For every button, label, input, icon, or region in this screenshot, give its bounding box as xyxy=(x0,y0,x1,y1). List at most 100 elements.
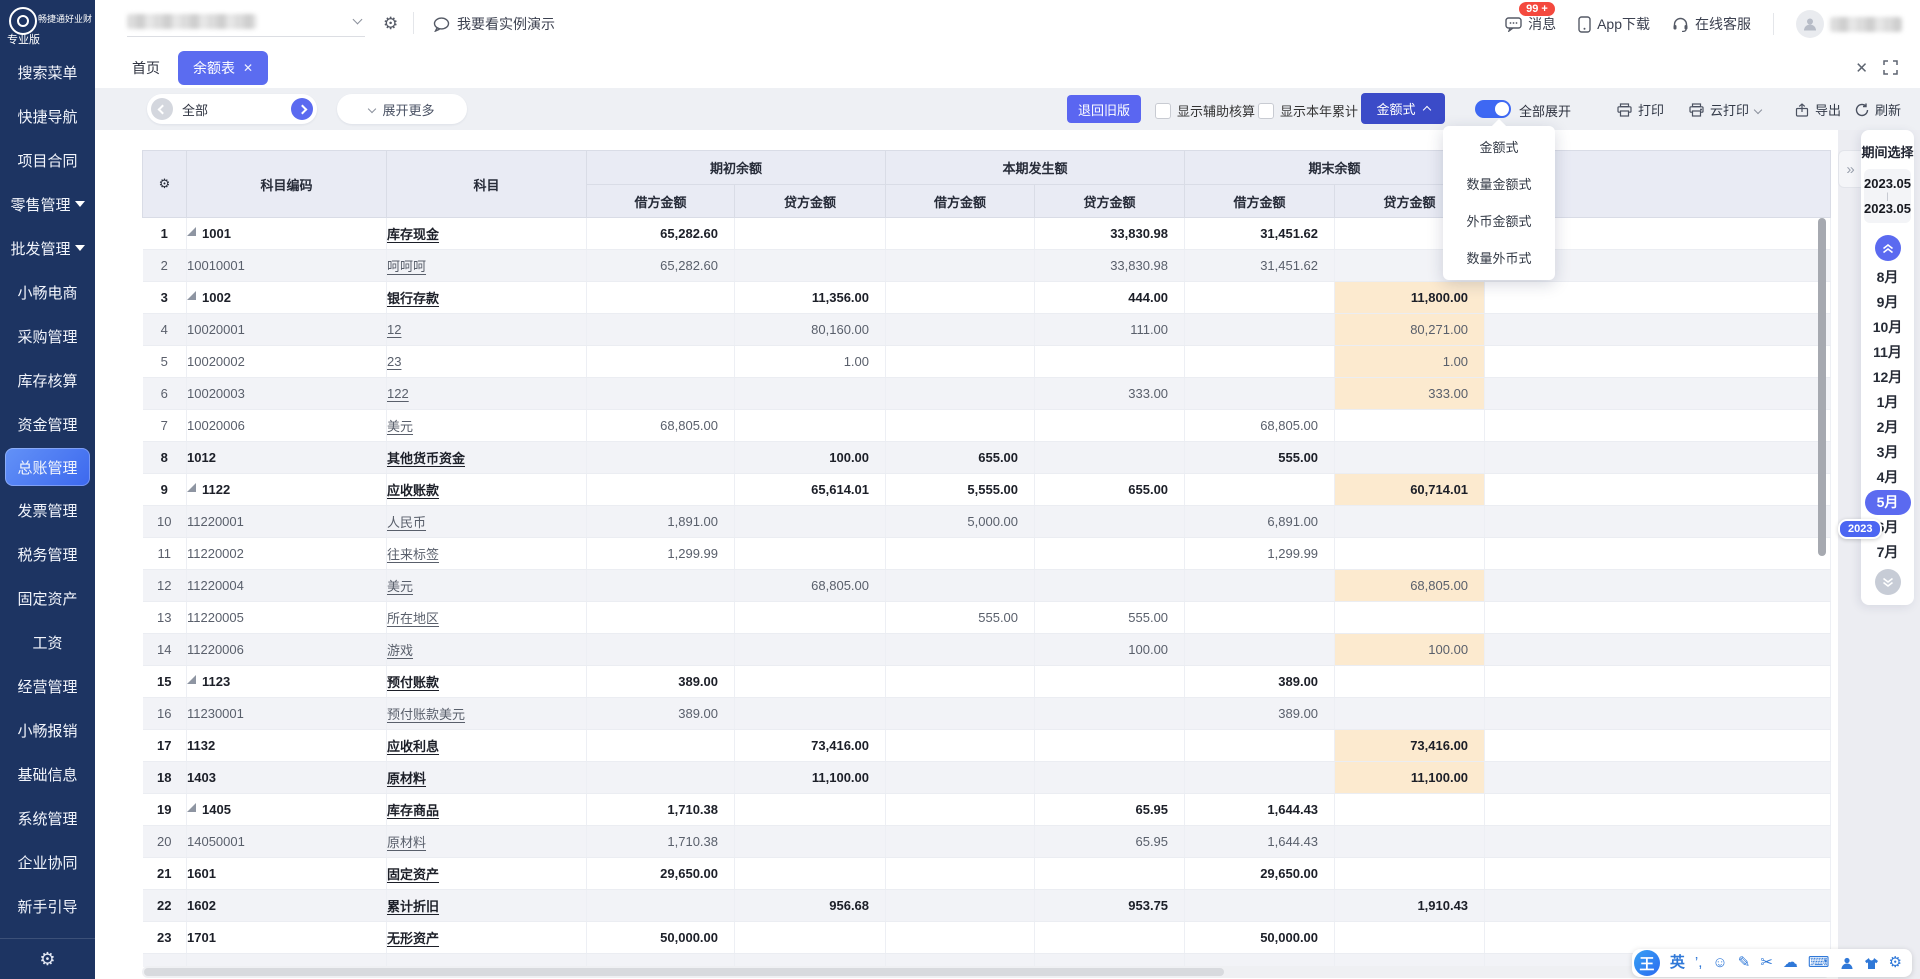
amount-cell[interactable]: 11,800.00 xyxy=(1334,281,1486,314)
fullscreen-icon[interactable] xyxy=(1883,60,1898,75)
column-header-credit-0[interactable]: 贷方金额 xyxy=(733,184,887,218)
account-name-link[interactable]: 无形资产 xyxy=(387,931,440,946)
amount-cell[interactable] xyxy=(586,569,735,602)
amount-cell[interactable]: 1,710.38 xyxy=(586,793,735,826)
amount-cell[interactable] xyxy=(734,665,887,698)
amount-cell[interactable] xyxy=(1184,569,1336,602)
amount-cell[interactable] xyxy=(885,665,1036,698)
amount-cell[interactable]: 333.00 xyxy=(1334,377,1486,410)
column-header-code[interactable]: 科目编码 xyxy=(186,150,387,218)
account-name-link[interactable]: 原材料 xyxy=(387,835,427,850)
account-code-cell[interactable]: 11220004 xyxy=(186,569,387,602)
horizontal-scrollbar[interactable] xyxy=(142,966,1830,978)
amount-cell[interactable] xyxy=(734,537,887,570)
month-item[interactable]: 2月 xyxy=(1876,419,1899,435)
sidebar-item-4[interactable]: 批发管理 xyxy=(0,226,95,270)
online-service-button[interactable]: 在线客服 xyxy=(1672,14,1751,34)
amount-cell[interactable]: 68,805.00 xyxy=(586,409,735,442)
amount-cell[interactable] xyxy=(885,761,1036,794)
account-name-link[interactable]: 应收利息 xyxy=(387,739,440,754)
sidebar-item-16[interactable]: 基础信息 xyxy=(0,752,95,796)
amount-cell[interactable]: 65,282.60 xyxy=(586,249,735,282)
messages-button[interactable]: 99 + 消息 xyxy=(1505,2,1556,34)
tab-balance-sheet[interactable]: 余额表 ✕ xyxy=(178,51,268,85)
month-item[interactable]: 5月 xyxy=(1864,490,1911,515)
amount-cell[interactable] xyxy=(1034,569,1186,602)
amount-cell[interactable] xyxy=(1184,761,1336,794)
expand-all-toggle[interactable] xyxy=(1475,100,1511,118)
show-aux-checkbox[interactable]: 显示辅助核算 xyxy=(1155,101,1255,120)
account-code-cell[interactable]: 10020003 xyxy=(186,377,387,410)
amount-cell[interactable] xyxy=(734,825,887,858)
show-ytd-checkbox[interactable]: 显示本年累计 xyxy=(1258,101,1358,120)
amount-cell[interactable] xyxy=(885,537,1036,570)
sidebar-item-7[interactable]: 库存核算 xyxy=(0,358,95,402)
amount-cell[interactable] xyxy=(586,633,735,666)
amount-cell[interactable]: 73,416.00 xyxy=(1334,729,1486,762)
account-code-cell[interactable]: 1122 xyxy=(186,473,387,506)
demo-link[interactable]: 我要看实例演示 xyxy=(433,14,555,34)
amount-cell[interactable] xyxy=(1184,601,1336,634)
column-header-debit-1[interactable]: 借方金额 xyxy=(885,184,1036,218)
amount-cell[interactable] xyxy=(586,313,735,346)
month-item[interactable]: 8月 xyxy=(1876,269,1899,285)
user-account[interactable] xyxy=(1796,10,1902,38)
amount-cell[interactable]: 1,299.99 xyxy=(586,537,735,570)
account-name-link[interactable]: 银行存款 xyxy=(387,291,440,306)
account-code-cell[interactable]: 1601 xyxy=(186,857,387,890)
amount-cell[interactable]: 655.00 xyxy=(885,441,1036,474)
amount-cell[interactable] xyxy=(1334,857,1486,890)
amount-cell[interactable]: 100.00 xyxy=(1334,633,1486,666)
account-name-link[interactable]: 23 xyxy=(387,354,402,369)
account-name-link[interactable]: 固定资产 xyxy=(387,867,440,882)
amount-cell[interactable]: 1,299.99 xyxy=(1184,537,1336,570)
amount-cell[interactable]: 444.00 xyxy=(1034,281,1186,314)
amount-cell[interactable] xyxy=(734,601,887,634)
amount-cell[interactable] xyxy=(586,889,735,922)
amount-cell[interactable]: 5,000.00 xyxy=(885,505,1036,538)
sidebar-item-14[interactable]: 经营管理 xyxy=(0,664,95,708)
amount-cell[interactable]: 73,416.00 xyxy=(734,729,887,762)
amount-cell[interactable] xyxy=(734,505,887,538)
amount-cell[interactable]: 389.00 xyxy=(586,697,735,730)
scroll-down-button[interactable] xyxy=(1874,569,1901,595)
account-code-cell[interactable]: 10020006 xyxy=(186,409,387,442)
amount-cell[interactable] xyxy=(586,473,735,506)
account-code-cell[interactable]: 10020001 xyxy=(186,313,387,346)
sidebar-item-8[interactable]: 资金管理 xyxy=(0,402,95,446)
smiley-icon[interactable]: ☺ xyxy=(1712,954,1728,971)
amount-cell[interactable]: 953.75 xyxy=(1034,889,1186,922)
amount-cell[interactable]: 956.68 xyxy=(734,889,887,922)
sidebar-item-12[interactable]: 固定资产 xyxy=(0,576,95,620)
account-code-cell[interactable]: 10010001 xyxy=(186,249,387,282)
account-name-link[interactable]: 美元 xyxy=(387,579,414,594)
sidebar-item-5[interactable]: 小畅电商 xyxy=(0,270,95,314)
account-code-cell[interactable]: 1132 xyxy=(186,729,387,762)
amount-cell[interactable] xyxy=(1034,665,1186,698)
amount-cell[interactable]: 29,650.00 xyxy=(1184,857,1336,890)
amount-cell[interactable]: 33,830.98 xyxy=(1034,217,1186,250)
amount-cell[interactable] xyxy=(1184,473,1336,506)
amount-cell[interactable] xyxy=(734,857,887,890)
amount-cell[interactable] xyxy=(586,377,735,410)
amount-cell[interactable] xyxy=(885,409,1036,442)
amount-cell[interactable] xyxy=(885,281,1036,314)
chevron-left-icon[interactable] xyxy=(151,98,173,120)
amount-cell[interactable] xyxy=(734,377,887,410)
account-name-link[interactable]: 预付账款 xyxy=(387,675,440,690)
account-name-link[interactable]: 其他货币资金 xyxy=(387,451,466,466)
period-range[interactable]: 2023.05 | 2023.05 xyxy=(1864,169,1911,223)
amount-cell[interactable] xyxy=(1334,665,1486,698)
amount-cell[interactable]: 80,160.00 xyxy=(734,313,887,346)
close-icon[interactable]: ✕ xyxy=(1855,60,1868,77)
sidebar-item-15[interactable]: 小畅报销 xyxy=(0,708,95,752)
amount-cell[interactable] xyxy=(1034,441,1186,474)
amount-cell[interactable] xyxy=(1334,825,1486,858)
amount-cell[interactable] xyxy=(885,633,1036,666)
amount-cell[interactable]: 389.00 xyxy=(586,665,735,698)
amount-cell[interactable]: 65.95 xyxy=(1034,793,1186,826)
amount-cell[interactable]: 65.95 xyxy=(1034,825,1186,858)
month-item[interactable]: 10月 xyxy=(1872,319,1903,335)
format-menu-item-2[interactable]: 外币金额式 xyxy=(1466,214,1532,229)
keyboard-icon[interactable]: ⌨ xyxy=(1807,954,1830,971)
